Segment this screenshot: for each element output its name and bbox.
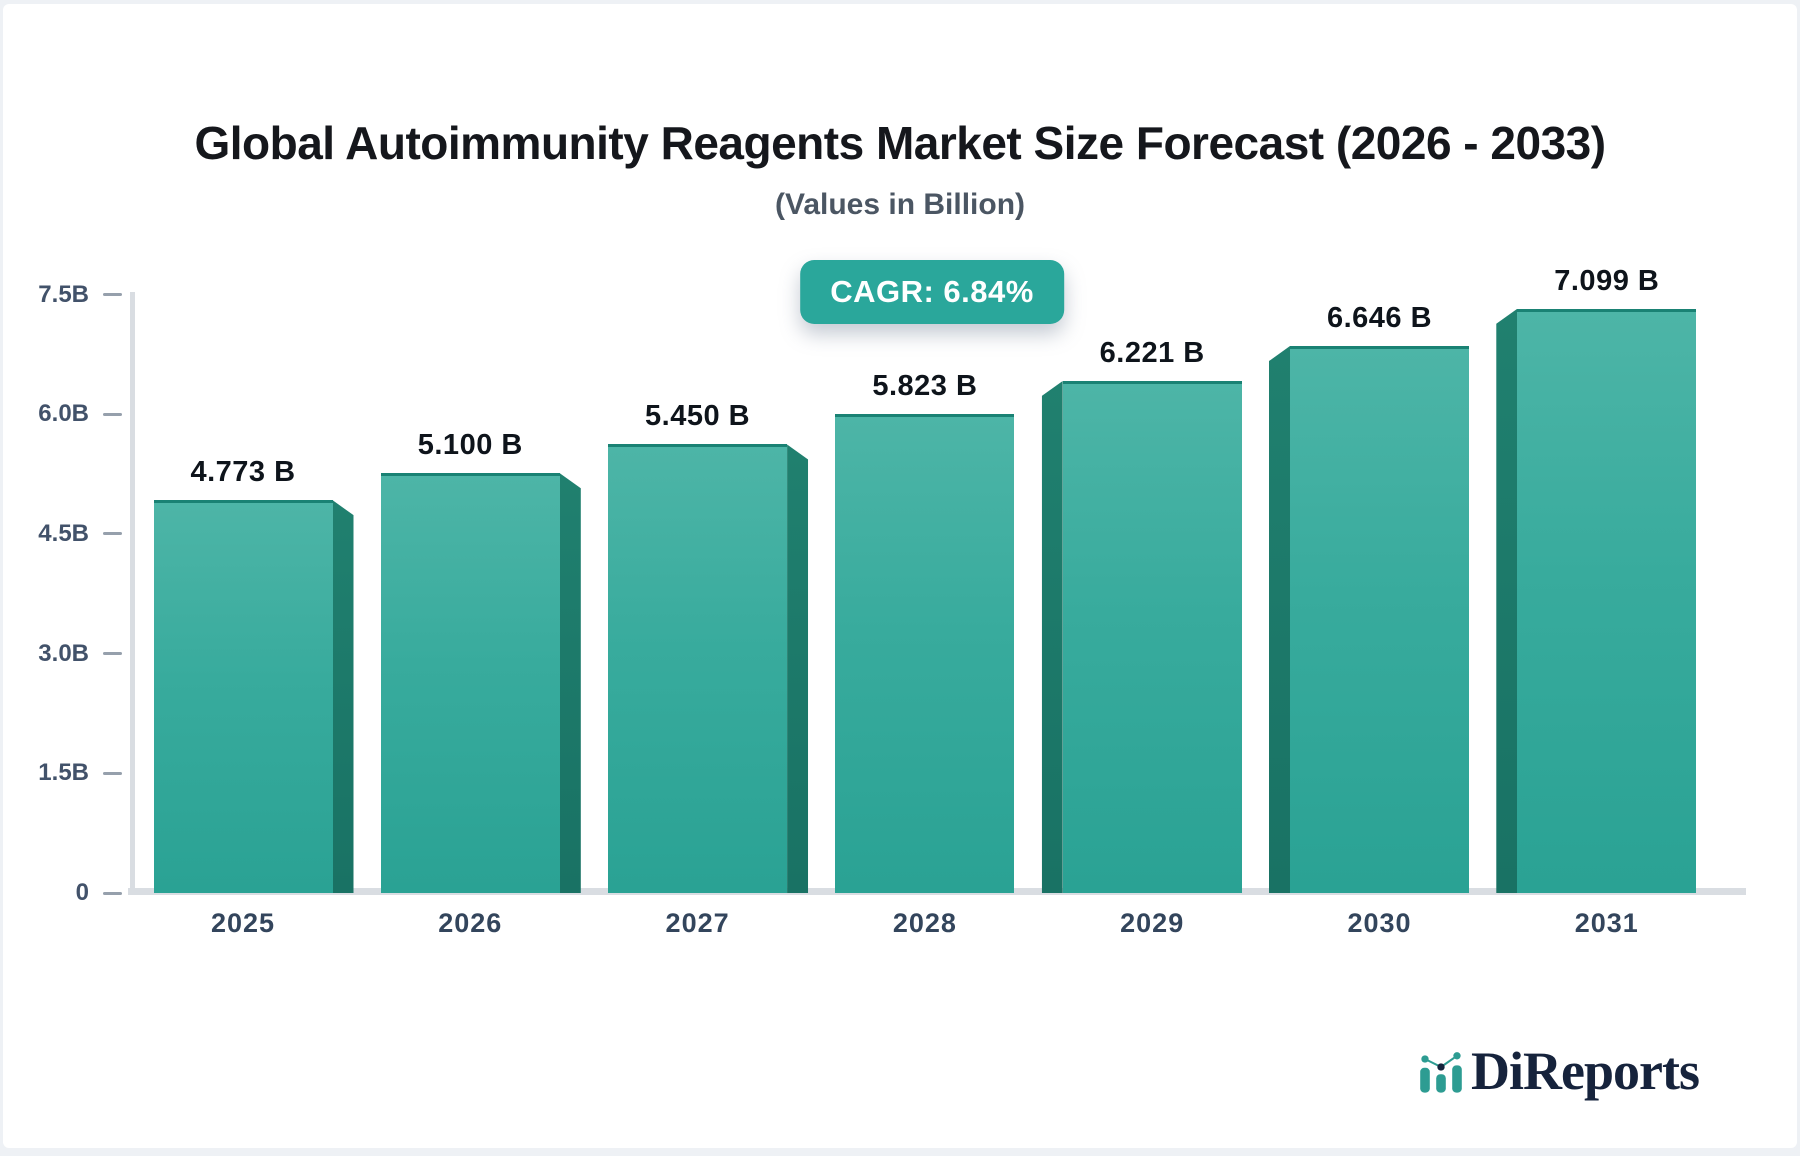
bar-value-label: 7.099 B: [1554, 264, 1660, 297]
y-axis-tick: [103, 771, 122, 775]
bar-2031: [1517, 308, 1697, 893]
brand-logo: DiReports: [1417, 1040, 1700, 1102]
mini-bar-chart-icon: [1420, 1052, 1462, 1093]
x-axis-label: 2027: [665, 908, 730, 938]
bar-2027: [608, 444, 788, 893]
bar-3d-side: [1041, 381, 1063, 893]
bar-2028: [835, 413, 1015, 893]
chart-subtitle: (Values in Billion): [774, 188, 1026, 221]
bar-3d-side: [332, 500, 354, 893]
y-axis-tick: [103, 293, 122, 296]
y-axis-tick: [103, 412, 122, 416]
bar-2026: [380, 473, 560, 893]
bar-2030: [1290, 346, 1469, 893]
bar-value-label: 6.646 B: [1326, 302, 1433, 335]
bar-2025: [153, 500, 333, 893]
x-axis-label: 2025: [210, 908, 276, 938]
y-axis-label: 6.0B: [38, 400, 89, 428]
bar-2029: [1062, 381, 1242, 893]
bar-3d-side: [1269, 346, 1290, 893]
y-axis-line: [130, 292, 135, 894]
y-axis-tick: [103, 891, 122, 895]
cagr-badge: CAGR: 6.84%: [800, 260, 1064, 324]
bar-value-label: 6.221 B: [1099, 337, 1205, 369]
bar-value-label: 4.773 B: [190, 456, 296, 489]
bar-chart: 0 1.5B 3.0B 4.5B 6.0B 7.5B 4.773 B 5.100 B 5.45…: [3, 4, 1797, 1148]
bar-3d-side: [559, 473, 581, 893]
chart-title: Global Autoimmunity Reagents Market Size…: [194, 117, 1606, 169]
bar-3d-side: [1496, 308, 1518, 893]
x-axis-label: 2030: [1347, 908, 1412, 938]
y-axis-label: 3.0B: [38, 639, 89, 667]
y-axis-tick: [103, 652, 122, 656]
x-axis-label: 2031: [1574, 908, 1639, 938]
bar-value-label: 5.100 B: [417, 429, 523, 462]
x-axis-label: 2029: [1120, 908, 1185, 938]
y-axis-label: 7.5B: [38, 280, 89, 308]
y-axis-label: 0: [75, 879, 89, 906]
y-axis-label: 4.5B: [38, 519, 89, 547]
y-axis-label: 1.5B: [38, 759, 89, 787]
bar-value-label: 5.450 B: [645, 400, 751, 433]
chart-card: Global Autoimmunity Reagents Market Size…: [3, 4, 1797, 1148]
y-axis-tick: [103, 532, 122, 536]
bar-value-label: 5.823 B: [872, 369, 978, 402]
x-axis-label: 2028: [892, 908, 957, 938]
x-axis-label: 2026: [438, 908, 503, 938]
brand-name: DiReports: [1471, 1041, 1700, 1101]
bar-3d-side: [787, 444, 809, 893]
